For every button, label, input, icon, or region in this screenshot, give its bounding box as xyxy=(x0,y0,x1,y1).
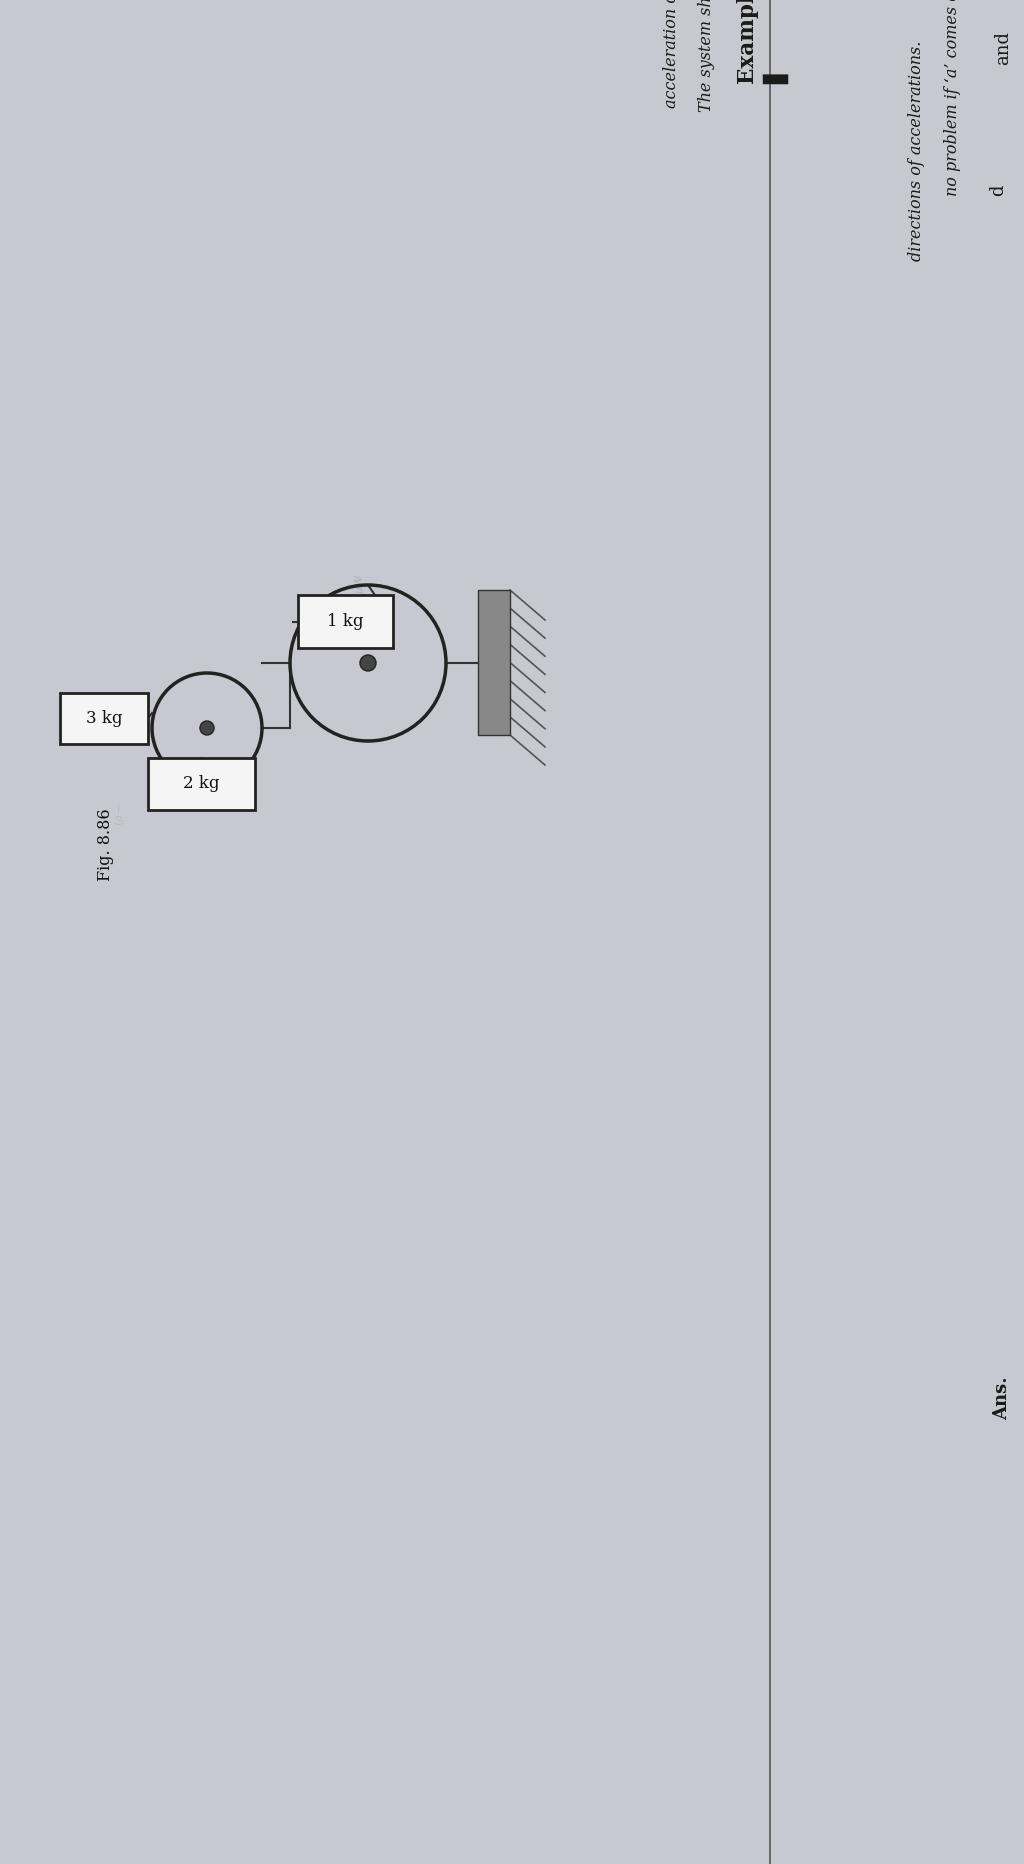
Circle shape xyxy=(360,654,376,671)
Text: acceleration of different blocks and tension in different strings.: acceleration of different blocks and ten… xyxy=(664,0,680,108)
Text: directions of accelerations.: directions of accelerations. xyxy=(908,41,925,261)
Text: 1 kg: 1 kg xyxy=(328,613,364,630)
Text: The system shown in figure is released from rest.  Find: The system shown in figure is released f… xyxy=(698,0,715,112)
Text: d: d xyxy=(989,185,1008,196)
Bar xyxy=(148,759,255,811)
Bar xyxy=(298,595,393,649)
Text: Ans.: Ans. xyxy=(993,1377,1012,1420)
Text: and: and xyxy=(994,32,1013,65)
Text: $\mu_0 S = \mu W$: $\mu_0 S = \mu W$ xyxy=(353,574,367,626)
Text: no problem if ‘a’ comes out to be negative after calculations then we will chang: no problem if ‘a’ comes out to be negati… xyxy=(944,0,961,196)
Text: 3 kg: 3 kg xyxy=(86,710,122,727)
Text: $(a -$: $(a -$ xyxy=(114,802,127,826)
Text: ▌: ▌ xyxy=(764,65,788,84)
Circle shape xyxy=(200,721,214,734)
Text: 2 kg: 2 kg xyxy=(183,775,220,792)
Text: Example 8.23: Example 8.23 xyxy=(736,0,759,84)
Bar xyxy=(60,693,148,744)
Bar xyxy=(478,591,510,734)
Text: Fig. 8.86: Fig. 8.86 xyxy=(96,809,114,882)
